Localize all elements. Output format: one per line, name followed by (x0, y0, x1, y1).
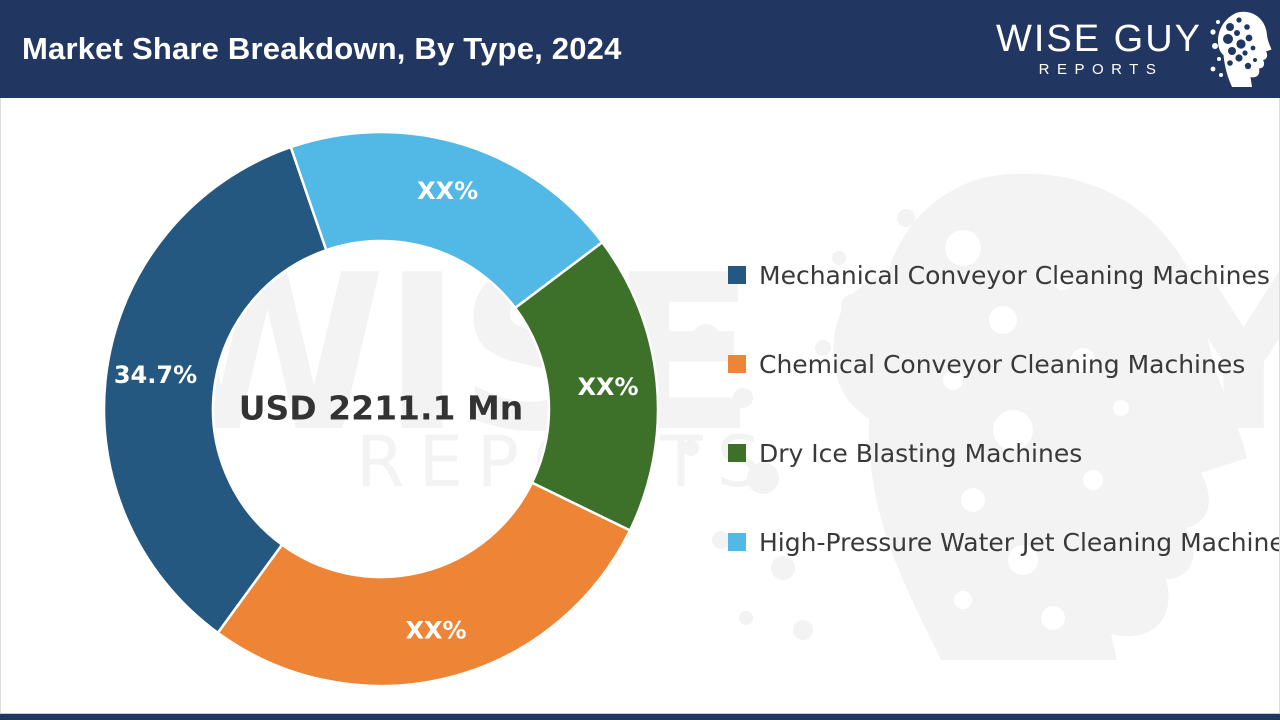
slice-label-3: XX% (417, 177, 478, 205)
legend-swatch-mechanical (728, 266, 746, 284)
slice-label-1: XX% (405, 616, 466, 644)
legend-label: Mechanical Conveyor Cleaning Machines (759, 260, 1270, 290)
legend-label: Dry Ice Blasting Machines (759, 438, 1083, 468)
donut-chart: 34.7% XX% XX% XX% (102, 130, 660, 688)
logo-face-icon (1210, 11, 1272, 88)
donut-center-value: USD 2211.1 Mn (238, 388, 524, 428)
header: Market Share Breakdown, By Type, 2024 WI… (0, 0, 1280, 98)
legend-label: Chemical Conveyor Cleaning Machines (759, 349, 1246, 379)
logo-line-reports: REPORTS (1038, 60, 1164, 78)
legend-swatch-chemical (728, 355, 746, 373)
legend-item-dry-ice: Dry Ice Blasting Machines (728, 438, 1279, 468)
donut-slice-1 (216, 481, 632, 688)
legend: Mechanical Conveyor Cleaning Machines Ch… (728, 260, 1280, 557)
wise-guy-logo: WISE GUY REPORTS (996, 6, 1272, 92)
footer-bar (0, 714, 1280, 720)
legend-item-chemical: Chemical Conveyor Cleaning Machines (728, 349, 1279, 379)
legend-swatch-dry-ice (728, 444, 746, 462)
logo-wordmark: WISE GUY REPORTS (995, 18, 1202, 78)
legend-item-mechanical: Mechanical Conveyor Cleaning Machines (728, 260, 1279, 290)
donut-slice-0 (102, 145, 328, 635)
chart-area: WISE GUY REPORTS 34.7% XX% XX% XX% (0, 98, 1280, 714)
legend-label: High-Pressure Water Jet Cleaning Machine… (759, 527, 1280, 557)
page-title: Market Share Breakdown, By Type, 2024 (22, 31, 622, 66)
legend-item-high-pressure: High-Pressure Water Jet Cleaning Machine… (728, 527, 1280, 557)
slice-label-0: 34.7% (114, 361, 197, 389)
logo-line-wise-guy: WISE GUY (995, 18, 1202, 61)
donut-slice-3 (289, 130, 604, 310)
watermark-face (683, 173, 1247, 660)
legend-swatch-high-pressure (728, 533, 746, 551)
watermark: WISE GUY REPORTS (149, 173, 1279, 660)
slice-label-2: XX% (577, 373, 638, 401)
